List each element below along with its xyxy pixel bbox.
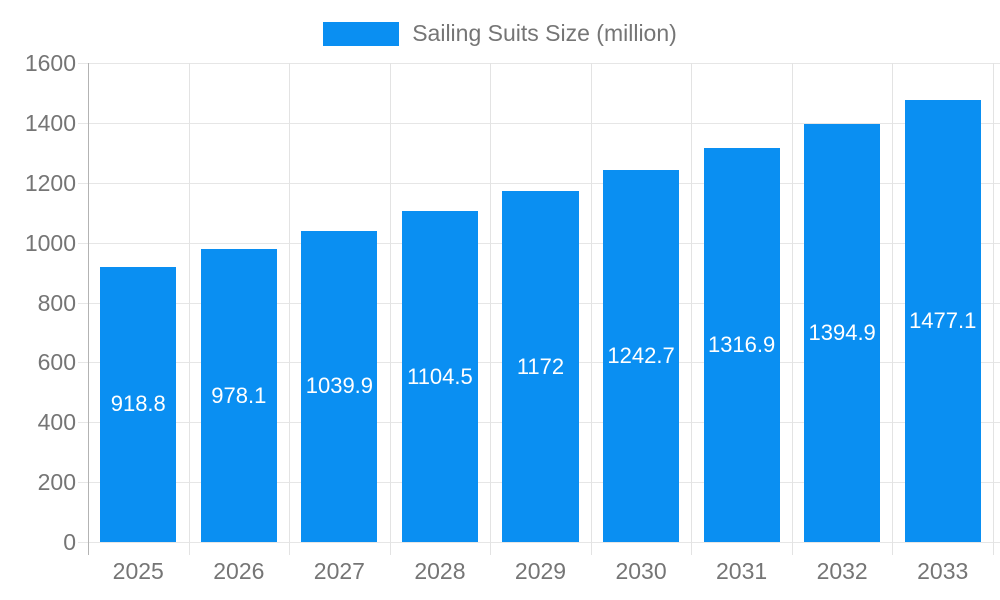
bar-value-label: 1172 bbox=[516, 353, 565, 379]
bar-2026[interactable]: 978.1 bbox=[200, 249, 277, 542]
h-gridline bbox=[78, 182, 1000, 184]
bar-value-label: 978.1 bbox=[211, 382, 267, 408]
bar-value-label: 1477.1 bbox=[909, 307, 977, 333]
bar-2028[interactable]: 1104.5 bbox=[401, 211, 478, 542]
v-gridline bbox=[389, 63, 391, 555]
x-tick-label: 2033 bbox=[917, 558, 969, 584]
y-tick-label: 1200 bbox=[24, 169, 76, 196]
h-gridline bbox=[78, 63, 1000, 64]
y-tick-label: 0 bbox=[63, 529, 76, 555]
x-tick-label: 2028 bbox=[414, 558, 466, 584]
v-gridline bbox=[188, 63, 190, 555]
bar-2027[interactable]: 1039.9 bbox=[301, 230, 378, 542]
y-axis-line bbox=[88, 63, 89, 555]
bar-2025[interactable]: 918.8 bbox=[100, 266, 177, 542]
v-gridline bbox=[791, 63, 793, 555]
legend[interactable]: Sailing Suits Size (million) bbox=[0, 20, 1000, 47]
bar-value-label: 918.8 bbox=[110, 391, 166, 417]
bar-value-label: 1039.9 bbox=[305, 373, 374, 399]
x-tick-label: 2031 bbox=[716, 558, 768, 584]
bar-2033[interactable]: 1477.1 bbox=[904, 99, 981, 542]
y-tick-label: 400 bbox=[37, 409, 76, 436]
v-gridline bbox=[993, 63, 994, 555]
legend-label: Sailing Suits Size (million) bbox=[412, 20, 677, 46]
h-gridline bbox=[78, 122, 1000, 124]
x-tick-label: 2026 bbox=[213, 558, 265, 584]
y-tick-label: 1400 bbox=[24, 109, 76, 136]
y-tick-label: 800 bbox=[37, 289, 76, 316]
x-tick-label: 2025 bbox=[112, 558, 164, 584]
v-gridline bbox=[490, 63, 492, 555]
bar-2031[interactable]: 1316.9 bbox=[703, 147, 780, 542]
bar-2032[interactable]: 1394.9 bbox=[804, 124, 881, 542]
v-gridline bbox=[590, 63, 592, 555]
y-tick-label: 600 bbox=[37, 349, 76, 376]
x-tick-label: 2027 bbox=[313, 558, 365, 584]
bar-2030[interactable]: 1242.7 bbox=[602, 169, 680, 542]
h-gridline bbox=[78, 542, 1000, 543]
x-tick-label: 2029 bbox=[514, 558, 567, 584]
x-tick-label: 2032 bbox=[816, 558, 868, 584]
bar-value-label: 1242.7 bbox=[607, 342, 675, 368]
v-gridline bbox=[691, 63, 693, 555]
bar-2029[interactable]: 1172 bbox=[502, 191, 579, 542]
plot-area: 918.8 978.1 1039.9 1104.5 1172 1242.7 1316.9 13… bbox=[78, 63, 1000, 555]
bar-value-label: 1394.9 bbox=[808, 320, 876, 346]
bar-value-label: 1316.9 bbox=[707, 331, 776, 357]
y-tick-label: 200 bbox=[37, 469, 76, 496]
v-gridline bbox=[892, 63, 894, 555]
bar-value-label: 1104.5 bbox=[407, 363, 473, 389]
legend-swatch bbox=[323, 21, 400, 46]
y-tick-label: 1000 bbox=[24, 229, 76, 256]
y-tick-label: 1600 bbox=[24, 50, 76, 76]
v-gridline bbox=[289, 63, 291, 555]
x-tick-label: 2030 bbox=[615, 558, 667, 584]
